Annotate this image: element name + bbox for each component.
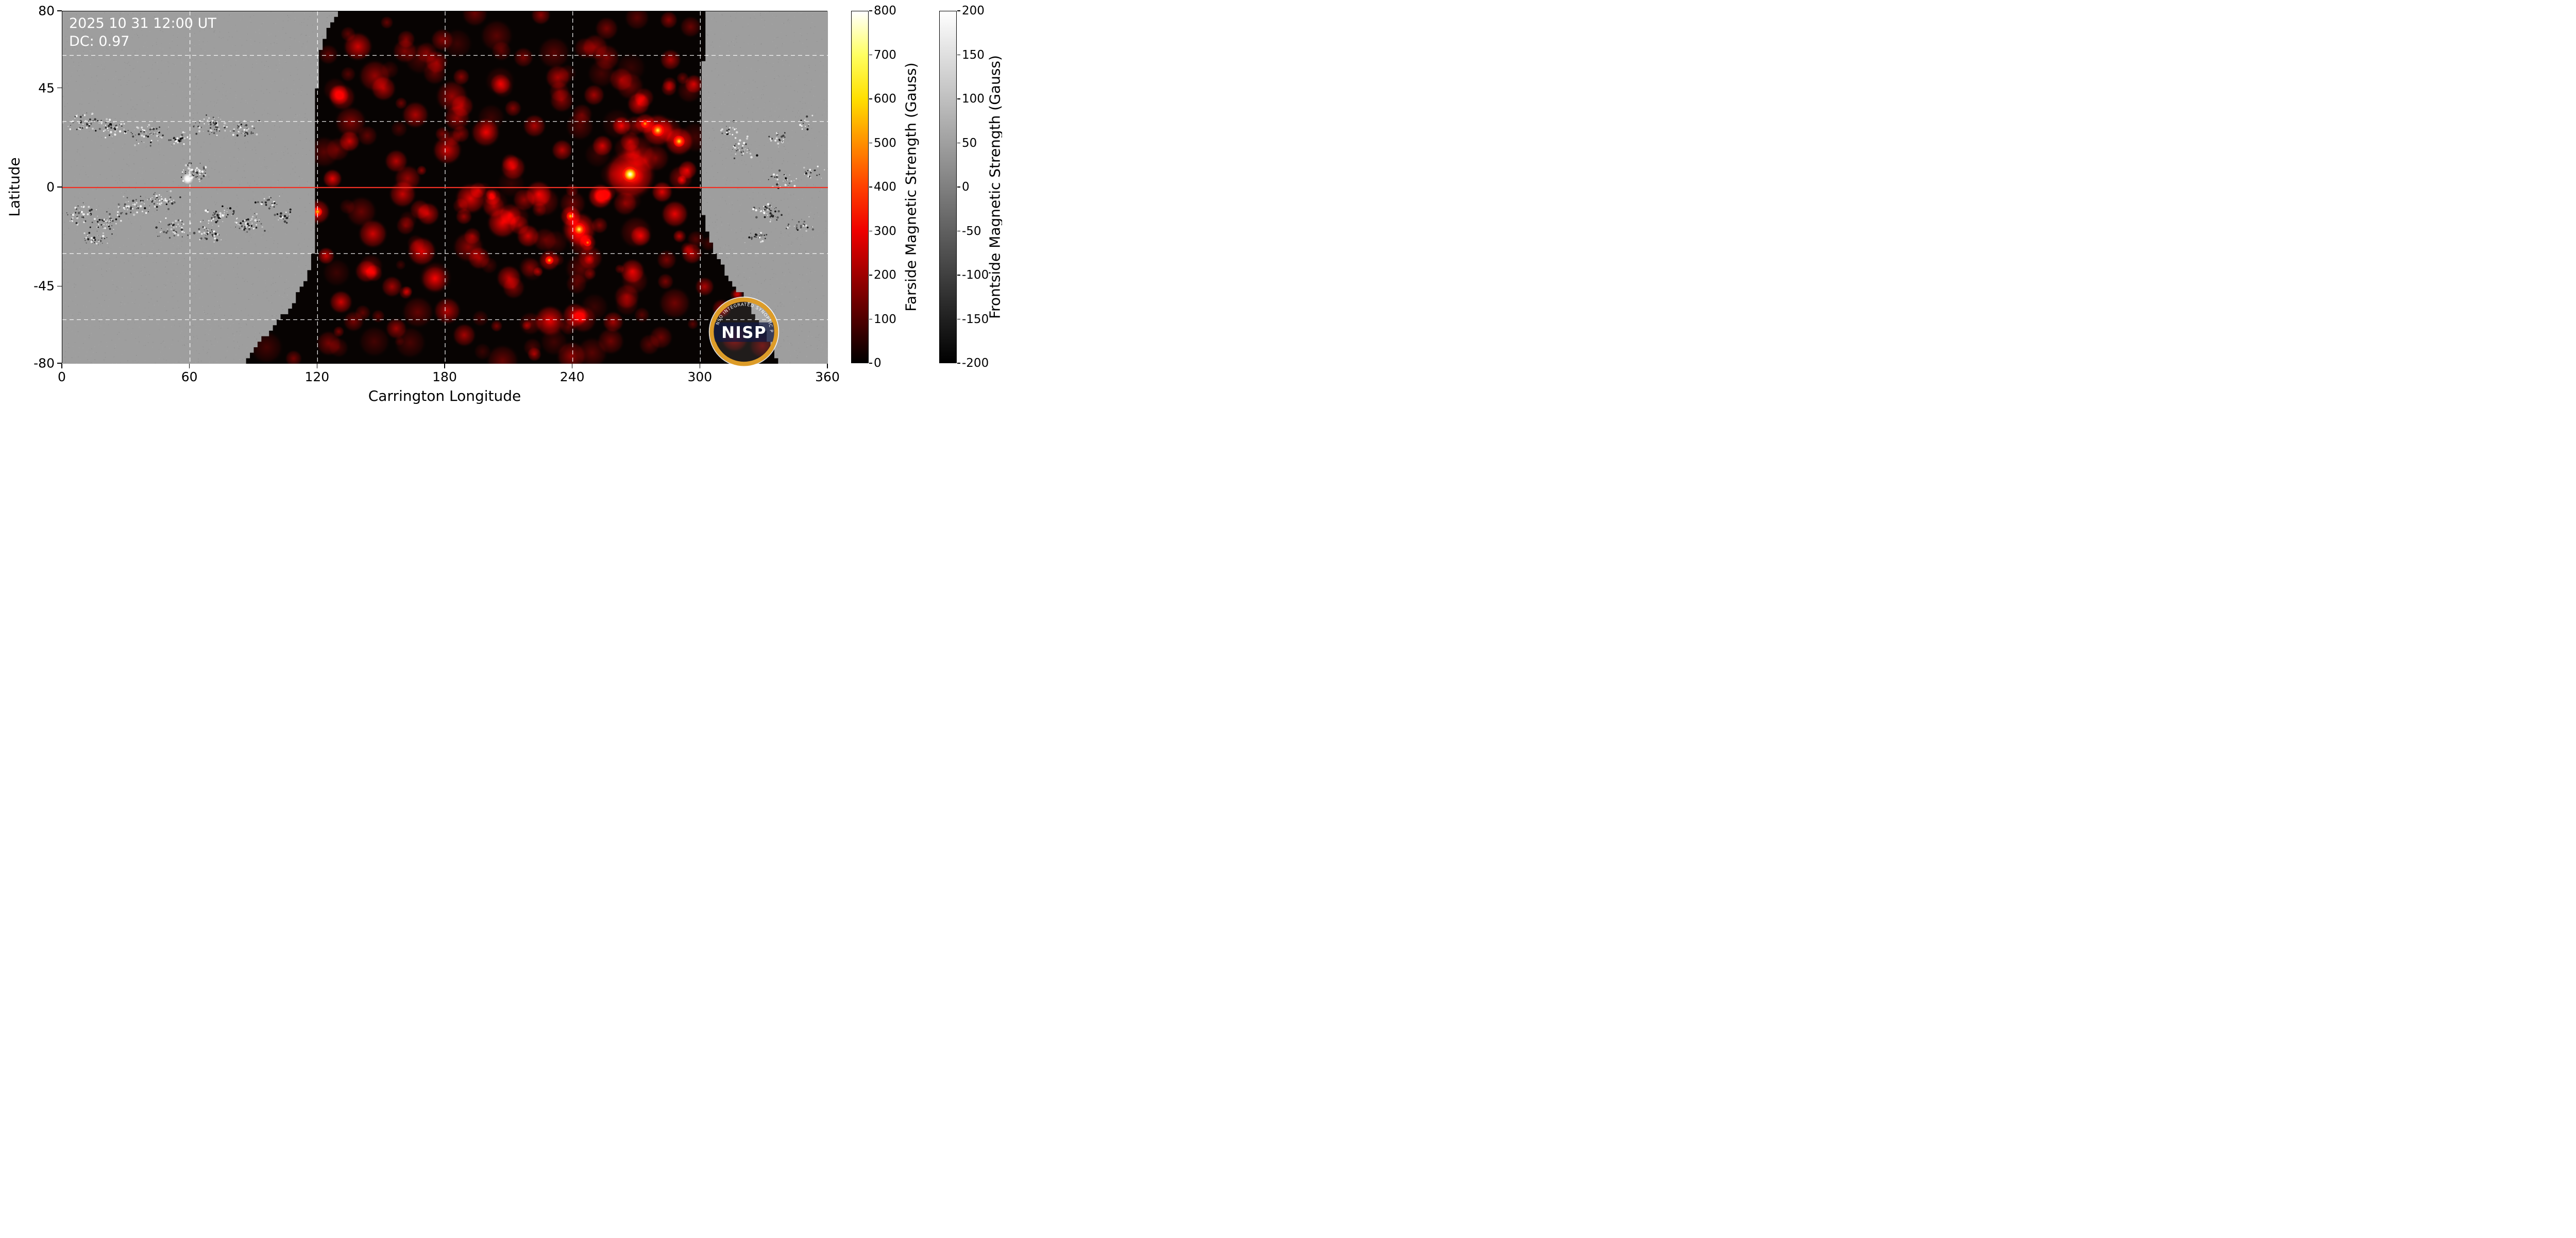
y-tick-mark: [57, 363, 62, 364]
colorbar-tick-label: 700: [874, 48, 896, 62]
farside-colorbar: [851, 11, 869, 363]
x-tick-mark: [189, 364, 190, 368]
duty-cycle-annotation: DC: 0.97: [69, 33, 130, 49]
x-tick-mark: [571, 364, 573, 368]
colorbar-tick-mark: [957, 186, 960, 188]
y-tick-label: 45: [38, 80, 55, 96]
colorbar-tick-label: 150: [962, 48, 985, 62]
y-tick-label: 80: [38, 3, 55, 19]
colorbar-tick-mark: [957, 98, 960, 99]
colorbar-tick-mark: [869, 98, 872, 99]
x-tick-mark: [444, 364, 445, 368]
x-tick-label: 0: [58, 369, 66, 384]
x-tick-label: 60: [181, 369, 198, 384]
annotation-block: 2025 10 31 12:00 UT DC: 0.97: [69, 14, 216, 50]
colorbar-tick-mark: [869, 186, 872, 188]
x-tick-mark: [61, 364, 62, 368]
colorbar-tick-label: 0: [874, 357, 882, 370]
colorbar-tick-label: 200: [874, 268, 896, 282]
x-axis-label: Carrington Longitude: [368, 387, 521, 404]
colorbar-tick-label: -100: [962, 268, 989, 282]
colorbar-tick-label: 600: [874, 92, 896, 106]
x-tick-mark: [316, 364, 318, 368]
y-tick-mark: [57, 285, 62, 287]
plot-area: 2025 10 31 12:00 UT DC: 0.97: [62, 11, 828, 364]
colorbar-tick-label: 500: [874, 136, 896, 150]
colorbar-tick-label: 400: [874, 180, 896, 194]
colorbar-tick-label: 50: [962, 136, 977, 150]
colorbar-tick-label: -150: [962, 312, 989, 326]
logo-band: [714, 322, 774, 342]
y-tick-label: 0: [46, 179, 55, 195]
magnetogram-canvas: [62, 11, 828, 364]
x-tick-label: 240: [560, 369, 585, 384]
x-tick-mark: [699, 364, 701, 368]
colorbar-tick-label: 800: [874, 4, 896, 18]
colorbar-tick-label: 300: [874, 224, 896, 238]
frontside-colorbar-label: Frontside Magnetic Strength (Gauss): [986, 55, 1003, 319]
x-tick-mark: [827, 364, 828, 368]
y-tick-label: -45: [33, 278, 55, 294]
colorbar-tick-label: 100: [874, 312, 896, 326]
logo-outer-rim: [708, 296, 779, 367]
y-tick-mark: [57, 186, 62, 188]
x-tick-label: 180: [432, 369, 457, 384]
colorbar-tick-label: 100: [962, 92, 985, 106]
colorbar-tick-label: -200: [962, 357, 989, 370]
timestamp-annotation: 2025 10 31 12:00 UT: [69, 15, 216, 31]
nisp-logo: NISP NSO INTEGRATED SYNOPTIC PROGRAM: [708, 296, 779, 367]
colorbar-tick-label: -50: [962, 224, 981, 238]
x-tick-label: 300: [687, 369, 713, 384]
colorbar-tick-label: 0: [962, 180, 970, 194]
colorbar-tick-label: 200: [962, 4, 985, 18]
colorbar-tick-mark: [957, 10, 960, 11]
farside-colorbar-label: Farside Magnetic Strength (Gauss): [902, 62, 920, 312]
colorbar-tick-mark: [869, 10, 872, 11]
y-tick-label: -80: [33, 355, 55, 371]
x-tick-label: 120: [304, 369, 330, 384]
frontside-colorbar: [939, 11, 957, 363]
y-tick-mark: [57, 87, 62, 89]
figure: 2025 10 31 12:00 UT DC: 0.97 Carrington …: [0, 0, 1002, 413]
x-tick-label: 360: [815, 369, 840, 384]
y-tick-mark: [57, 10, 62, 11]
logo-text: NISP: [721, 324, 767, 342]
